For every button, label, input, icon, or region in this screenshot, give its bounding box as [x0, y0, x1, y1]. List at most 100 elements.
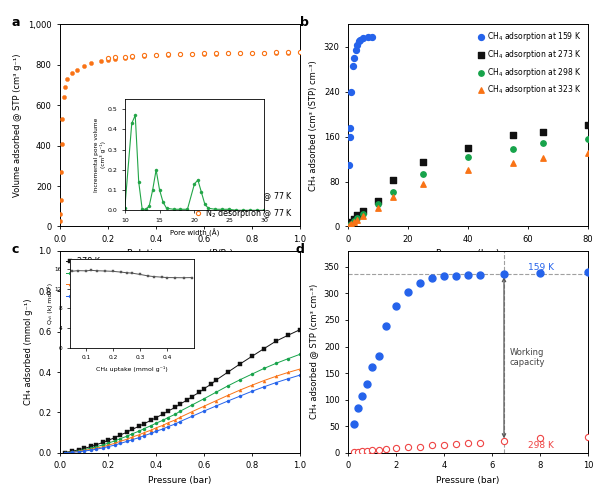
CH$_4$ adsorption at 298 K — [349, 217, 359, 225]
CH$_4$ adsorption at 323 K — [349, 218, 359, 226]
CH$_4$ adsorption at 298 K — [508, 145, 518, 153]
298 K — [176, 414, 184, 420]
Point — [439, 441, 449, 449]
308 K — [284, 376, 292, 382]
278 K — [152, 414, 160, 420]
CH$_4$ adsorption at 298 K — [583, 135, 593, 143]
308 K — [236, 393, 244, 399]
268 K — [104, 440, 112, 446]
278 K — [248, 354, 256, 359]
CH$_4$ adsorption at 323 K — [388, 193, 398, 201]
298 K — [224, 393, 232, 398]
N$_2$ adsorption @ 77 K — [59, 116, 66, 122]
N$_2$ adsorption @ 77 K — [212, 51, 220, 56]
278 K — [260, 346, 268, 352]
Text: c: c — [12, 243, 19, 256]
Point — [391, 444, 401, 452]
Point — [415, 443, 425, 450]
Line: 308 K: 308 K — [63, 374, 302, 454]
268 K — [61, 450, 68, 456]
268 K — [172, 412, 179, 417]
CH$_4$ adsorption at 298 K — [418, 170, 428, 178]
Legend: CH$_4$ adsorption at 159 K, CH$_4$ adsorption at 273 K, CH$_4$ adsorption at 298: CH$_4$ adsorption at 159 K, CH$_4$ adsor… — [475, 28, 584, 98]
298 K — [104, 442, 112, 448]
CH$_4$ adsorption at 298 K — [352, 214, 362, 222]
298 K — [260, 377, 268, 383]
CH$_4$ adsorption at 323 K — [463, 167, 473, 174]
N$_2$ adsorption @ 77 K — [121, 55, 128, 61]
308 K — [128, 437, 136, 443]
CH$_4$ adsorption at 273 K — [463, 144, 473, 152]
CH$_4$ adsorption at 159 K — [352, 41, 362, 49]
CH$_4$ adsorption at 298 K — [346, 220, 356, 227]
Y-axis label: CH₄ adsorbed (cm³ (STP) cm⁻³): CH₄ adsorbed (cm³ (STP) cm⁻³) — [309, 60, 318, 191]
Point — [374, 352, 384, 359]
268 K — [92, 444, 100, 450]
Point — [475, 439, 485, 447]
308 K — [200, 408, 208, 414]
298 K — [188, 409, 196, 414]
298 K — [116, 438, 124, 444]
N$_2$ adsorption @ 77 K — [73, 67, 80, 73]
278 K — [76, 447, 83, 452]
CH$_4$ adsorption at 298 K — [463, 153, 473, 161]
CH$_4$ adsorption at 273 K — [508, 131, 518, 139]
308 K — [61, 450, 68, 456]
278 K — [116, 432, 124, 438]
N$_2$ adsorption @ 77 K — [60, 94, 67, 100]
N$_2$ desorption @ 77 K — [140, 53, 148, 58]
Point — [535, 269, 545, 277]
Point — [439, 272, 449, 280]
N$_2$ desorption @ 77 K — [121, 54, 128, 59]
N$_2$ adsorption @ 77 K — [152, 52, 160, 58]
N$_2$ desorption @ 77 K — [224, 50, 232, 56]
N$_2$ adsorption @ 77 K — [88, 60, 95, 66]
268 K — [136, 428, 143, 434]
X-axis label: Relative pressure (P/P₀): Relative pressure (P/P₀) — [127, 249, 233, 258]
Text: 159 K: 159 K — [528, 263, 554, 272]
CH$_4$ adsorption at 159 K — [367, 33, 377, 40]
Point — [499, 437, 509, 445]
CH$_4$ adsorption at 323 K — [352, 216, 362, 224]
N$_2$ adsorption @ 77 K — [188, 51, 196, 57]
298 K — [248, 382, 256, 388]
278 K — [88, 444, 95, 450]
268 K — [224, 383, 232, 389]
Point — [367, 363, 377, 371]
Point — [374, 446, 384, 453]
CH$_4$ adsorption at 273 K — [352, 211, 362, 219]
X-axis label: Pore width (Å): Pore width (Å) — [170, 228, 219, 237]
N$_2$ desorption @ 77 K — [212, 50, 220, 56]
N$_2$ adsorption @ 77 K — [236, 50, 244, 56]
CH$_4$ adsorption at 273 K — [344, 220, 354, 228]
308 K — [272, 380, 280, 386]
268 K — [272, 360, 280, 366]
CH$_4$ adsorption at 323 K — [344, 222, 354, 229]
Line: N$_2$ desorption @ 77 K: N$_2$ desorption @ 77 K — [106, 50, 302, 60]
Point — [535, 434, 545, 442]
308 K — [124, 438, 131, 444]
CH$_4$ adsorption at 273 K — [418, 158, 428, 166]
268 K — [200, 396, 208, 402]
268 K — [260, 366, 268, 372]
Point — [451, 440, 461, 448]
CH$_4$ adsorption at 298 K — [344, 222, 354, 230]
Point — [499, 270, 509, 278]
308 K — [104, 444, 112, 450]
268 K — [124, 433, 131, 439]
CH$_4$ adsorption at 273 K — [583, 122, 593, 130]
Point — [358, 448, 367, 455]
Point — [403, 288, 413, 296]
CH$_4$ adsorption at 323 K — [418, 181, 428, 188]
278 K — [112, 434, 119, 440]
N$_2$ desorption @ 77 K — [112, 55, 119, 60]
CH$_4$ adsorption at 159 K — [348, 62, 358, 70]
298 K — [284, 370, 292, 375]
N$_2$ adsorption @ 77 K — [260, 50, 268, 56]
278 K — [160, 411, 167, 417]
CH$_4$ adsorption at 159 K — [346, 124, 355, 132]
CH$_4$ adsorption at 323 K — [583, 150, 593, 157]
Point — [451, 272, 461, 280]
308 K — [172, 421, 179, 427]
298 K — [128, 434, 136, 440]
